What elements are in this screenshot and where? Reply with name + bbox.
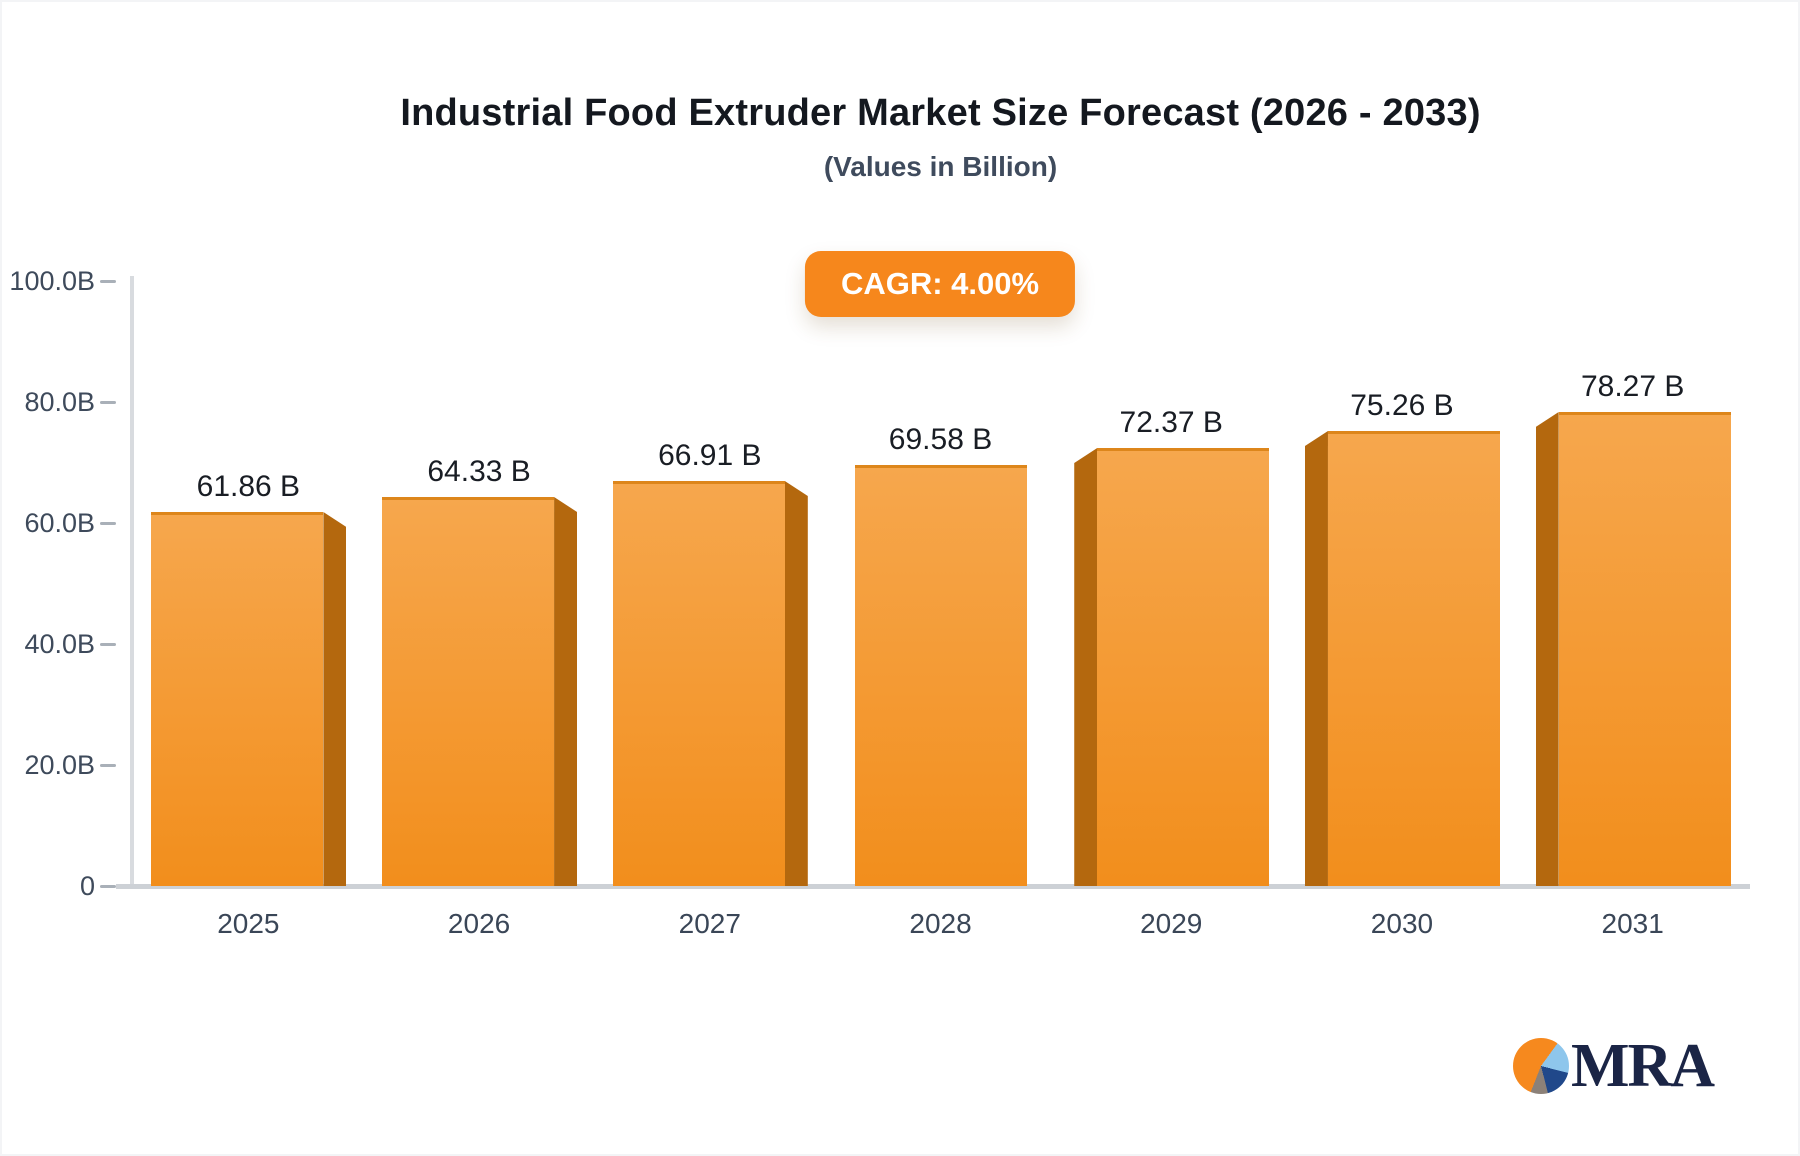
bar-column: 64.33 B 2026 <box>364 281 595 939</box>
x-axis-label: 2026 <box>447 908 511 939</box>
y-axis-tick-mark <box>100 401 116 404</box>
bar-front-face <box>1327 431 1500 886</box>
bar-side-face <box>554 497 578 886</box>
bar-column: 66.91 B 2027 <box>594 281 825 939</box>
bar-front-face <box>382 497 555 886</box>
chart-header: Industrial Food Extruder Market Size For… <box>133 92 1748 183</box>
x-axis-label: 2030 <box>1370 908 1434 939</box>
brand-name: MRA <box>1571 1032 1715 1100</box>
bar-front-face <box>612 481 785 886</box>
page-title: Industrial Food Extruder Market Size For… <box>400 92 1481 134</box>
bar-column: 61.86 B 2025 <box>133 281 364 939</box>
y-axis-tick-label: 0 <box>79 871 95 901</box>
bar-column: 72.37 B 2029 <box>1056 281 1287 939</box>
bar-side-face <box>323 512 347 886</box>
y-axis-line <box>130 276 134 888</box>
bar-value-label: 61.86 B <box>196 470 301 503</box>
bar-column: 75.26 B 2030 <box>1287 281 1518 939</box>
bar-2031 <box>1535 412 1731 886</box>
bar-value-label: 72.37 B <box>1119 406 1223 439</box>
plot-area: 61.86 B 2025 64.33 B 2026 66.91 B 2027 69.58 B… <box>133 281 1748 939</box>
x-axis-label: 2027 <box>678 908 741 939</box>
bar-value-label: 78.27 B <box>1580 370 1685 403</box>
y-axis-tick-label: 40.0B <box>24 629 95 659</box>
bar-column: 78.27 B 2031 <box>1517 281 1748 939</box>
bar-value-label: 66.91 B <box>658 439 762 472</box>
bar-2029 <box>1074 448 1270 886</box>
cagr-badge: CAGR: 4.00% <box>804 251 1076 317</box>
bar-2028 <box>844 465 1038 886</box>
y-axis-tick-mark <box>100 280 116 283</box>
x-axis-line <box>116 884 1750 889</box>
brand-logo: MRA <box>1513 1032 1715 1100</box>
bar-2025 <box>151 512 347 886</box>
y-axis-tick-label: 20.0B <box>24 750 95 780</box>
bar-front-face <box>854 465 1027 886</box>
x-axis-label: 2031 <box>1601 908 1664 939</box>
bar-2026 <box>382 497 578 886</box>
y-axis-tick-mark <box>100 643 116 646</box>
bar-front-face <box>1558 412 1731 886</box>
y-axis-tick-mark <box>100 885 116 888</box>
page-subtitle: (Values in Billion) <box>823 151 1058 182</box>
bar-side-face <box>1074 448 1098 886</box>
bar-side-face <box>1535 412 1559 886</box>
bar-side-face <box>1304 431 1328 886</box>
brand-pie-icon <box>1513 1038 1569 1094</box>
bar-2027 <box>612 481 808 886</box>
x-axis-label: 2029 <box>1140 908 1203 939</box>
y-axis: 0 20.0B 40.0B 60.0B 80.0B 100.0B <box>0 266 118 901</box>
bar-column: 69.58 B 2028 <box>825 281 1056 939</box>
y-axis-tick-mark <box>100 522 116 525</box>
bar-value-label: 69.58 B <box>888 423 993 456</box>
x-axis-label: 2025 <box>217 908 280 939</box>
y-axis-tick-label: 80.0B <box>24 387 95 417</box>
y-axis-tick-mark <box>100 764 116 767</box>
bar-front-face <box>1097 448 1270 886</box>
bar-value-label: 64.33 B <box>427 455 531 488</box>
x-axis-label: 2028 <box>909 908 972 939</box>
bar-front-face <box>151 512 324 886</box>
bar-side-face <box>784 481 808 886</box>
bar-2030 <box>1304 431 1500 886</box>
bar-value-label: 75.26 B <box>1350 389 1454 422</box>
y-axis-tick-label: 60.0B <box>24 508 95 538</box>
y-axis-tick-label: 100.0B <box>9 266 95 296</box>
